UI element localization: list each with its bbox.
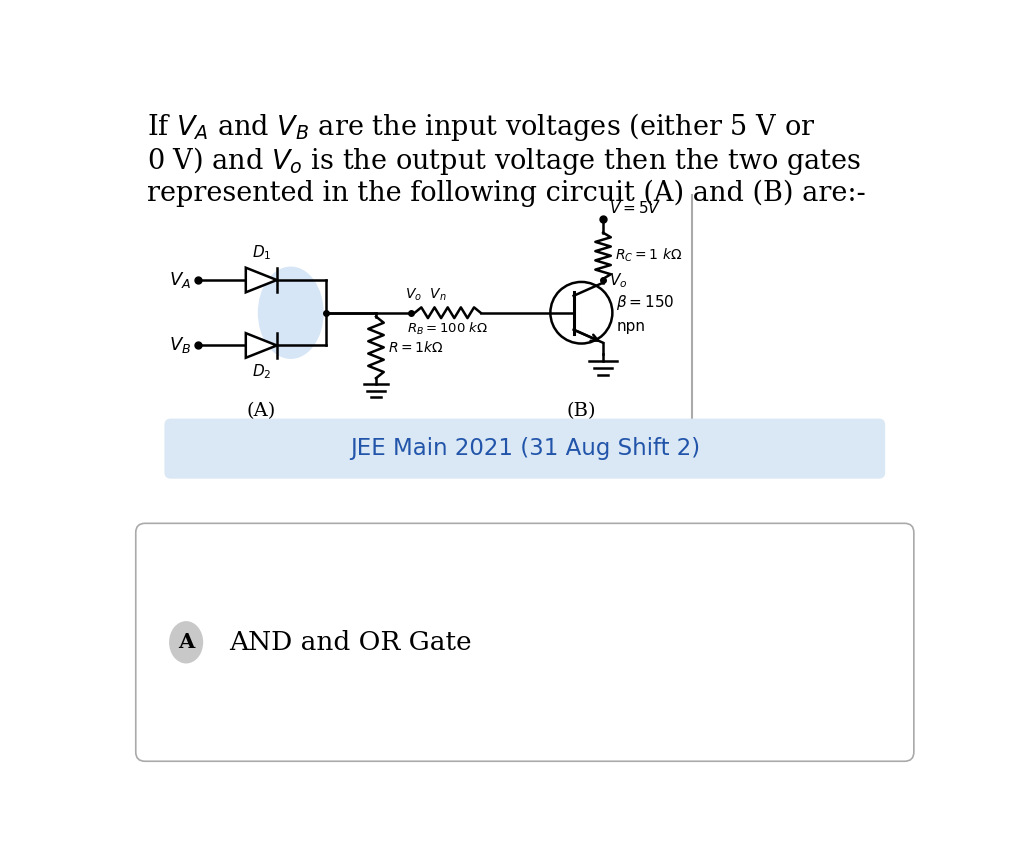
Text: $R=1k\Omega$: $R=1k\Omega$ [388, 340, 443, 355]
Polygon shape [246, 268, 276, 292]
Ellipse shape [258, 266, 324, 359]
FancyBboxPatch shape [165, 419, 885, 479]
Text: represented in the following circuit (A) and (B) are:-: represented in the following circuit (A)… [147, 180, 866, 207]
Text: If $V_A$ and $V_B$ are the input voltages (either 5 V or: If $V_A$ and $V_B$ are the input voltage… [147, 111, 816, 143]
Text: AND and OR Gate: AND and OR Gate [228, 630, 471, 655]
Text: $R_C = 1\ k\Omega$: $R_C = 1\ k\Omega$ [614, 247, 682, 264]
Text: (B): (B) [566, 402, 596, 420]
Text: (A): (A) [247, 402, 275, 420]
Ellipse shape [169, 621, 203, 664]
Polygon shape [246, 334, 276, 358]
Text: $V_o$  $V_n$: $V_o$ $V_n$ [404, 287, 446, 303]
FancyBboxPatch shape [136, 524, 913, 761]
Text: $V_B$: $V_B$ [169, 335, 191, 355]
Text: JEE Main 2021 (31 Aug Shift 2): JEE Main 2021 (31 Aug Shift 2) [350, 437, 699, 461]
Text: npn: npn [616, 319, 645, 334]
Text: $D_2$: $D_2$ [252, 362, 271, 381]
Text: A: A [178, 632, 195, 652]
Text: $V_A$: $V_A$ [169, 270, 191, 290]
Text: $V_o$: $V_o$ [609, 271, 628, 289]
Text: $D_1$: $D_1$ [252, 244, 271, 263]
Text: $V=5V$: $V=5V$ [609, 200, 662, 216]
Text: $\beta=150$: $\beta=150$ [616, 293, 675, 312]
Text: $R_B=100\ k\Omega$: $R_B=100\ k\Omega$ [408, 321, 488, 337]
Text: 0 V) and $V_o$ is the output voltage then the two gates: 0 V) and $V_o$ is the output voltage the… [147, 145, 861, 177]
